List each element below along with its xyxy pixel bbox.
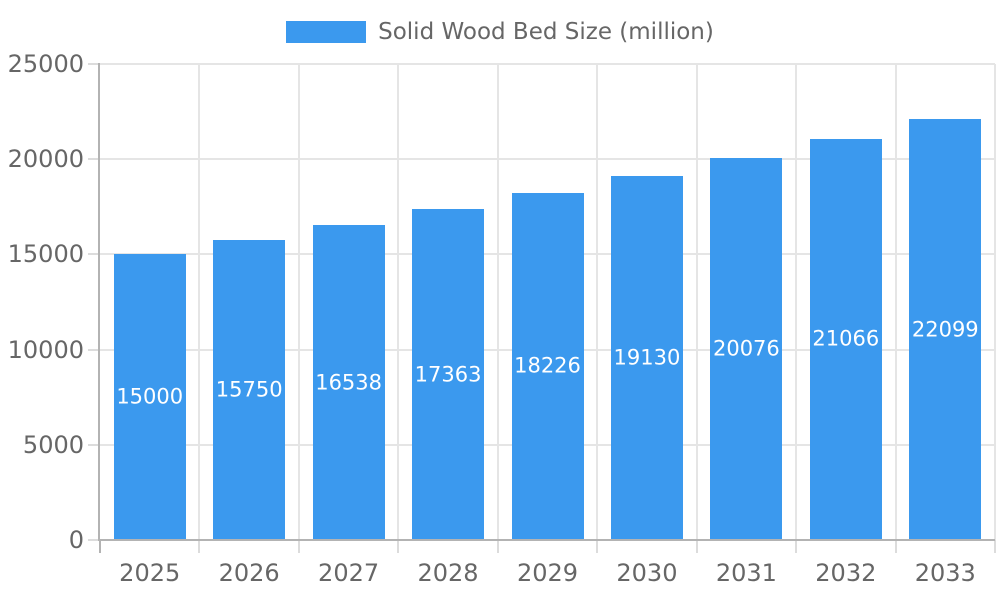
gridline-vertical — [695, 64, 698, 540]
gridline-vertical — [297, 64, 300, 540]
x-axis-tick — [695, 540, 698, 553]
gridline-horizontal — [100, 63, 995, 65]
y-tick-label: 5000 — [22, 430, 84, 459]
x-tick-label: 2026 — [218, 559, 280, 587]
x-tick-label: 2029 — [516, 559, 579, 587]
x-axis-tick — [994, 540, 996, 553]
bar-2030[interactable] — [610, 175, 683, 539]
bar-2032[interactable] — [809, 138, 882, 539]
y-tick-label: 25000 — [7, 50, 84, 78]
y-tick-label: 10000 — [7, 335, 84, 364]
x-axis-tick — [99, 540, 101, 553]
x-axis-tick — [894, 540, 897, 553]
bar-value-label: 21066 — [812, 326, 880, 351]
bar-value-label: 18226 — [514, 353, 581, 378]
x-axis-tick — [198, 540, 201, 553]
gridline-vertical — [795, 64, 798, 540]
y-axis-tick — [88, 253, 100, 256]
bar-value-label: 16538 — [315, 370, 383, 395]
x-axis-tick — [297, 540, 300, 553]
y-axis-tick — [88, 539, 100, 541]
x-tick-label: 2032 — [815, 559, 877, 587]
x-axis-tick — [795, 540, 798, 553]
bar-2031[interactable] — [710, 157, 783, 539]
bar-2025[interactable] — [113, 254, 186, 539]
y-axis-tick — [88, 158, 100, 161]
bar-2033[interactable] — [909, 119, 982, 539]
gridline-vertical — [198, 64, 201, 540]
x-tick-label: 2031 — [715, 559, 777, 587]
y-axis-tick — [88, 348, 100, 351]
x-axis-tick — [596, 540, 599, 553]
gridline-horizontal — [100, 158, 995, 161]
bar-2027[interactable] — [312, 225, 385, 539]
gridline-vertical — [496, 64, 499, 540]
bar-2028[interactable] — [412, 209, 485, 539]
x-tick-label: 2025 — [119, 559, 181, 587]
gridline-vertical — [994, 64, 996, 540]
bar-value-label: 15750 — [215, 377, 283, 402]
bar-value-label: 17363 — [414, 362, 482, 387]
bar-2029[interactable] — [511, 192, 584, 539]
legend-swatch — [286, 21, 367, 43]
y-tick-label: 15000 — [7, 240, 84, 269]
gridline-vertical — [894, 64, 897, 540]
y-axis-tick — [88, 443, 100, 446]
bar-2026[interactable] — [213, 240, 286, 539]
bar-value-label: 19130 — [613, 345, 681, 370]
gridline-vertical — [397, 64, 400, 540]
y-axis-tick — [88, 63, 100, 65]
x-axis-tick — [397, 540, 400, 553]
y-tick-label: 0 — [68, 526, 84, 554]
y-tick-label: 20000 — [7, 145, 84, 174]
gridline-vertical — [596, 64, 599, 540]
y-axis-line — [98, 63, 100, 540]
x-tick-label: 2030 — [616, 559, 678, 587]
x-tick-label: 2027 — [318, 559, 380, 587]
x-axis-line — [98, 539, 995, 541]
bar-value-label: 20076 — [712, 336, 780, 361]
x-tick-label: 2028 — [417, 559, 479, 587]
legend[interactable]: Solid Wood Bed Size (million) — [0, 17, 1000, 47]
legend-label: Solid Wood Bed Size (million) — [378, 19, 714, 45]
bar-value-label: 22099 — [911, 317, 979, 342]
bar-value-label: 15000 — [116, 384, 184, 409]
x-axis-tick — [496, 540, 499, 553]
x-tick-label: 2033 — [914, 559, 976, 587]
